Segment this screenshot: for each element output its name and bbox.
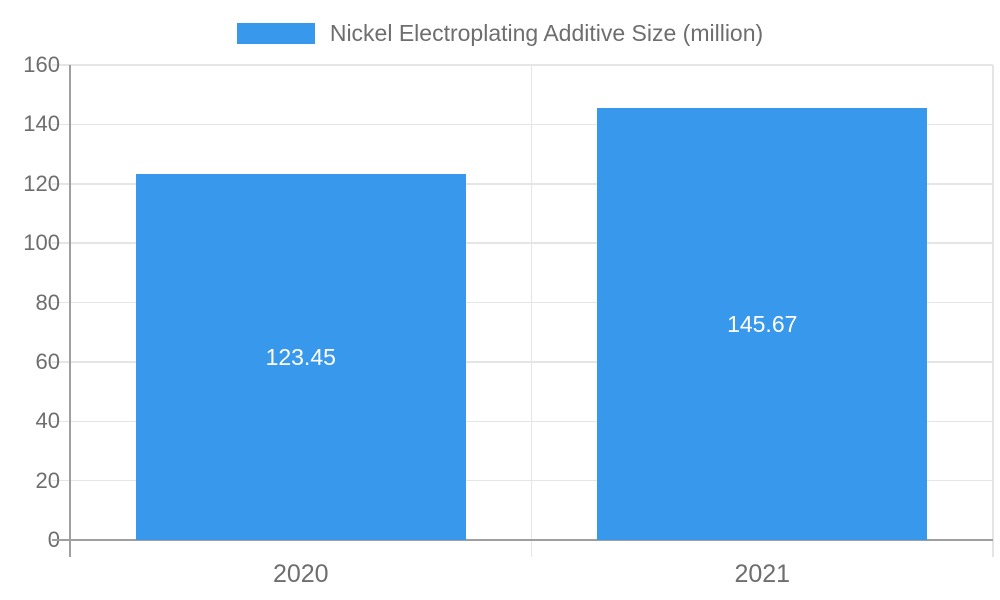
y-gridline [52, 420, 993, 422]
y-gridline [52, 64, 993, 66]
x-axis-category-label: 2021 [734, 560, 791, 588]
y-axis-tick-label: 0 [47, 527, 60, 552]
bar[interactable] [135, 173, 466, 540]
y-gridline [52, 301, 993, 304]
legend-series-label: Nickel Electroplating Additive Size (mil… [329, 20, 764, 46]
y-axis-tick-label: 120 [23, 170, 60, 196]
category-boundary-gridline [992, 65, 994, 557]
y-axis-tick-label: 60 [35, 348, 60, 374]
y-gridline [52, 479, 993, 482]
y-axis-tick-label: 100 [23, 230, 60, 256]
y-gridline [52, 361, 993, 363]
y-axis-tick-label: 20 [35, 467, 60, 493]
y-axis-tick-label: 80 [35, 289, 60, 315]
bar-value-label: 145.67 [727, 310, 798, 337]
bar[interactable] [597, 107, 928, 540]
x-axis-line [52, 539, 993, 541]
x-axis-category-label: 2020 [272, 560, 329, 588]
y-axis-tick-label: 40 [35, 408, 60, 434]
y-axis-tick-label: 160 [23, 52, 60, 77]
y-axis-tick-label: 140 [23, 111, 60, 137]
bar-value-label: 123.45 [265, 343, 336, 370]
y-axis-line [69, 65, 71, 557]
category-boundary-gridline [530, 65, 533, 557]
y-gridline [52, 183, 993, 185]
y-gridline [52, 242, 993, 244]
legend[interactable]: Nickel Electroplating Additive Size (mil… [0, 20, 1000, 47]
legend-swatch[interactable] [236, 23, 315, 44]
y-gridline [52, 123, 993, 126]
